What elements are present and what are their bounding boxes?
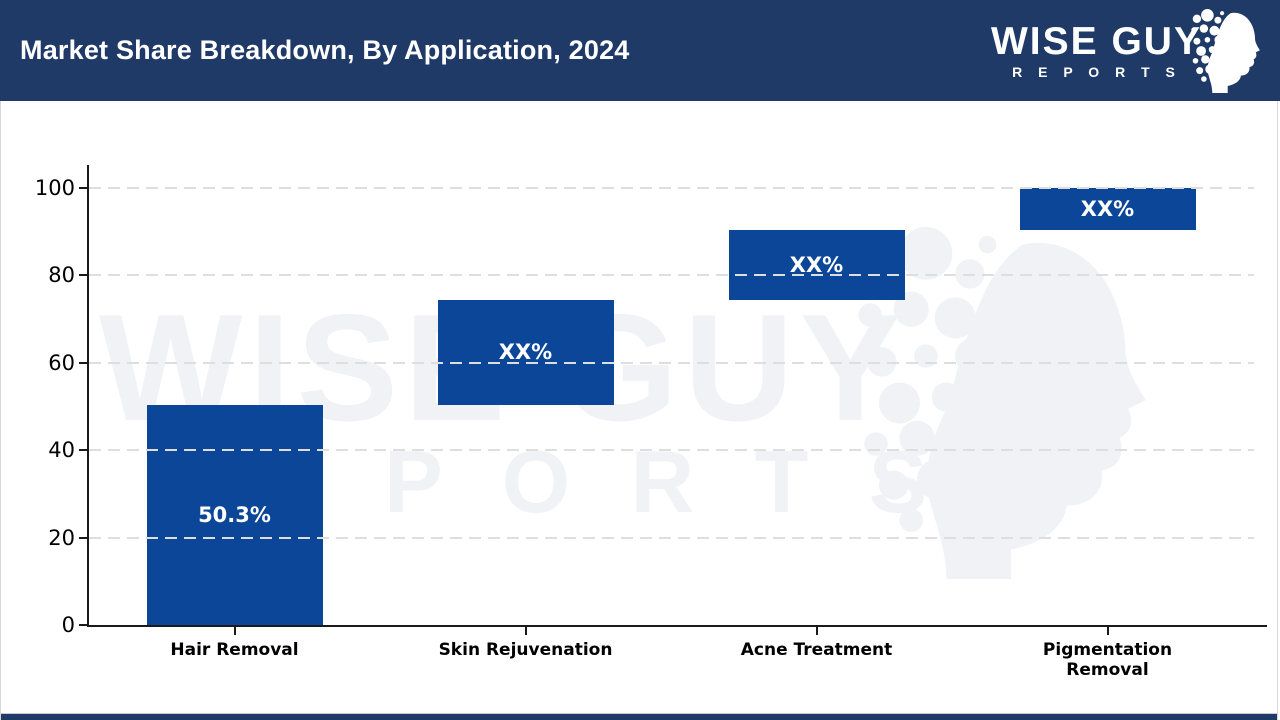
y-tick-80 — [79, 274, 87, 276]
bar-value-label-skin-rejuvenation: XX% — [498, 340, 553, 365]
x-tick-skin-rejuvenation — [524, 627, 527, 635]
x-tick-pigmentation-removal — [1106, 627, 1109, 635]
bar-hair-removal — [146, 404, 323, 625]
header: Market Share Breakdown, By Application, … — [0, 0, 1280, 101]
chart-title: Market Share Breakdown, By Application, … — [20, 35, 630, 65]
gridline-40 — [89, 449, 1254, 451]
gridline-100 — [89, 186, 1254, 189]
y-axis — [87, 164, 89, 627]
gridline-80 — [89, 274, 1254, 276]
watermark-head-icon — [843, 227, 1173, 580]
x-tick-label-acne-treatment: Acne Treatment — [740, 640, 893, 660]
x-tick-hair-removal — [233, 627, 236, 635]
wiseguy-logo: WISE GUY R E P O R T S — [991, 7, 1266, 95]
bar-acne-treatment — [728, 230, 905, 300]
y-tick-label-40: 40 — [48, 438, 75, 462]
x-tick-label-pigmentation-removal: Pigmentation Removal — [1042, 640, 1173, 681]
bottom-border — [1, 713, 1277, 714]
bar-value-label-hair-removal: 50.3% — [198, 503, 271, 527]
gridline-20 — [89, 536, 1254, 539]
y-tick-label-80: 80 — [48, 263, 75, 287]
logo-wordmark: WISE GUY — [990, 19, 1202, 63]
x-tick-label-skin-rejuvenation: Skin Rejuvenation — [438, 640, 613, 660]
bar-skin-rejuvenation — [437, 299, 614, 405]
y-tick-100 — [79, 186, 87, 189]
logo-text: WISE GUY R E P O R T S — [990, 19, 1202, 81]
x-axis — [87, 625, 1267, 627]
y-tick-label-20: 20 — [48, 525, 75, 550]
gridline-60 — [89, 361, 1254, 364]
x-tick-acne-treatment — [815, 627, 818, 635]
y-tick-40 — [79, 449, 87, 451]
x-tick-label-hair-removal: Hair Removal — [170, 640, 299, 660]
y-tick-60 — [79, 361, 87, 364]
y-tick-0 — [79, 624, 87, 626]
bar-value-label-pigmentation-removal: XX% — [1080, 196, 1135, 221]
footer-bar — [1, 714, 1277, 720]
y-tick-label-60: 60 — [48, 350, 75, 375]
wiseguy-head-icon — [1188, 9, 1266, 93]
plot-area: 50.3% XX% XX% XX% 0 20 40 60 80 100 Hair Removal Sk… — [1, 101, 1277, 720]
chart-area: WISE GUY R E P O R T S 50.3% XX% XX% XX% 0 20… — [0, 101, 1278, 720]
y-tick-20 — [79, 536, 87, 539]
y-tick-label-0: 0 — [61, 613, 75, 637]
logo-subtext: R E P O R T S — [1012, 64, 1181, 81]
bar-value-label-acne-treatment: XX% — [789, 253, 844, 278]
y-tick-label-100: 100 — [34, 175, 75, 200]
bar-pigmentation-removal — [1019, 187, 1196, 231]
